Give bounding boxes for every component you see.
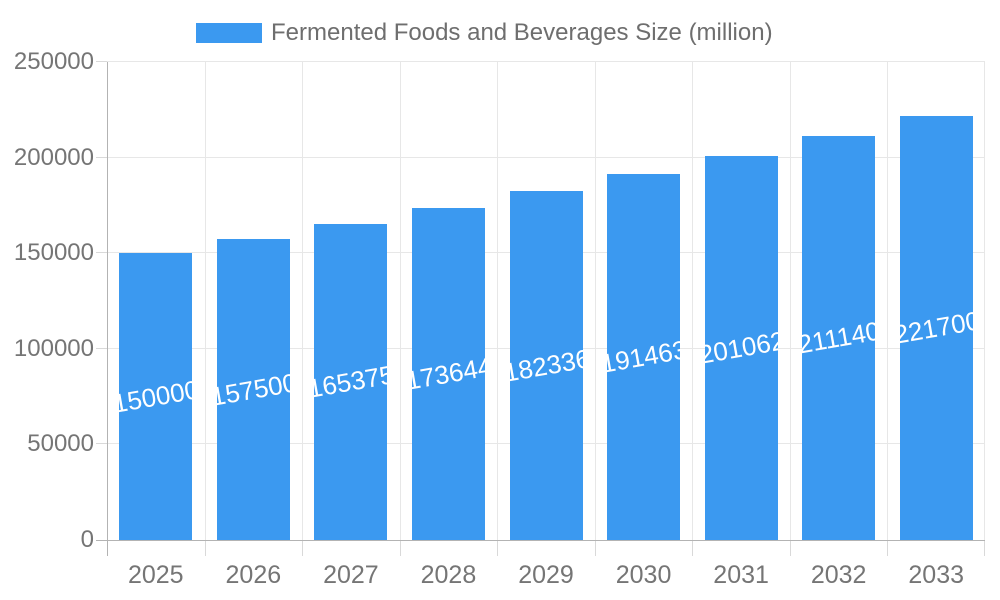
y-axis-tick-mark [96, 252, 107, 254]
x-axis-tick-label: 2026 [225, 561, 282, 589]
x-axis-tick-label: 2033 [908, 561, 965, 589]
y-axis-tick-mark [96, 156, 107, 158]
x-axis-tick-label: 2025 [127, 561, 184, 589]
gridline-horizontal [107, 61, 985, 62]
gridline-vertical [790, 62, 791, 540]
plot-area: 150000 157500 165375 173644 182336 191463 2010… [107, 61, 985, 541]
y-axis-tick-label: 150000 [13, 239, 94, 267]
bar-2033[interactable]: 221700 [900, 116, 973, 540]
y-axis-tick-label: 0 [80, 526, 94, 553]
gridline-horizontal [107, 156, 985, 158]
bar-2027[interactable]: 165375 [314, 224, 387, 540]
bar-2029[interactable]: 182336 [510, 191, 583, 540]
y-axis-tick-label: 50000 [27, 430, 94, 458]
gridline-vertical [400, 62, 401, 540]
x-axis-tick-label: 2027 [323, 561, 379, 589]
x-axis-tick-mark [497, 541, 498, 556]
x-axis-line [107, 540, 985, 541]
x-axis-tick-label: 2029 [518, 561, 574, 589]
y-axis-tick-label: 200000 [13, 143, 94, 171]
y-axis-line [107, 62, 108, 540]
x-axis-tick-mark [400, 541, 401, 556]
bar-value-label: 165375 [314, 359, 387, 404]
x-axis-tick-mark [205, 541, 206, 556]
bar-value-label: 201062 [705, 325, 778, 370]
x-axis-tick-mark [302, 541, 303, 556]
bar-2028[interactable]: 173644 [412, 208, 485, 540]
bar-2031[interactable]: 201062 [705, 156, 778, 540]
gridline-vertical [497, 62, 498, 540]
x-axis-tick-label: 2030 [615, 561, 672, 589]
x-axis-tick-label: 2032 [810, 561, 867, 589]
bar-2030[interactable]: 191463 [607, 174, 680, 540]
x-axis-tick-mark [692, 541, 693, 556]
bar-2032[interactable]: 211140 [802, 136, 875, 540]
x-axis-tick-mark [887, 541, 888, 556]
x-axis-tick-mark [595, 541, 596, 556]
y-axis-tick-mark [96, 61, 107, 62]
legend-swatch [196, 23, 262, 43]
bar-value-label: 191463 [607, 334, 680, 379]
x-axis-tick-mark [984, 541, 985, 556]
bar-value-label: 221700 [900, 305, 973, 350]
gridline-vertical [205, 62, 206, 540]
x-axis-tick-label: 2031 [713, 561, 769, 589]
y-axis-tick-mark [96, 347, 107, 349]
bar-value-label: 173644 [412, 351, 485, 396]
bar-2025[interactable]: 150000 [119, 253, 192, 540]
y-axis-tick-mark [96, 540, 107, 541]
y-axis-tick-label: 250000 [13, 48, 94, 75]
x-axis-tick-label: 2028 [420, 561, 477, 589]
y-axis-tick-mark [96, 443, 107, 445]
bar-value-label: 182336 [510, 342, 583, 388]
gridline-vertical [692, 62, 693, 540]
bar-value-label: 150000 [119, 373, 192, 419]
gridline-vertical [984, 62, 985, 540]
legend-label: Fermented Foods and Beverages Size (mill… [271, 19, 773, 46]
x-axis-tick-mark [790, 541, 791, 556]
x-axis-tick-mark [107, 541, 108, 556]
gridline-vertical [887, 62, 888, 540]
bar-2026[interactable]: 157500 [217, 239, 290, 540]
legend[interactable]: Fermented Foods and Beverages Size (mill… [196, 20, 773, 46]
bar-value-label: 157500 [217, 366, 290, 412]
gridline-vertical [302, 62, 303, 540]
y-axis-tick-label: 100000 [13, 334, 94, 362]
bar-value-label: 211140 [802, 315, 875, 360]
gridline-vertical [595, 62, 596, 540]
